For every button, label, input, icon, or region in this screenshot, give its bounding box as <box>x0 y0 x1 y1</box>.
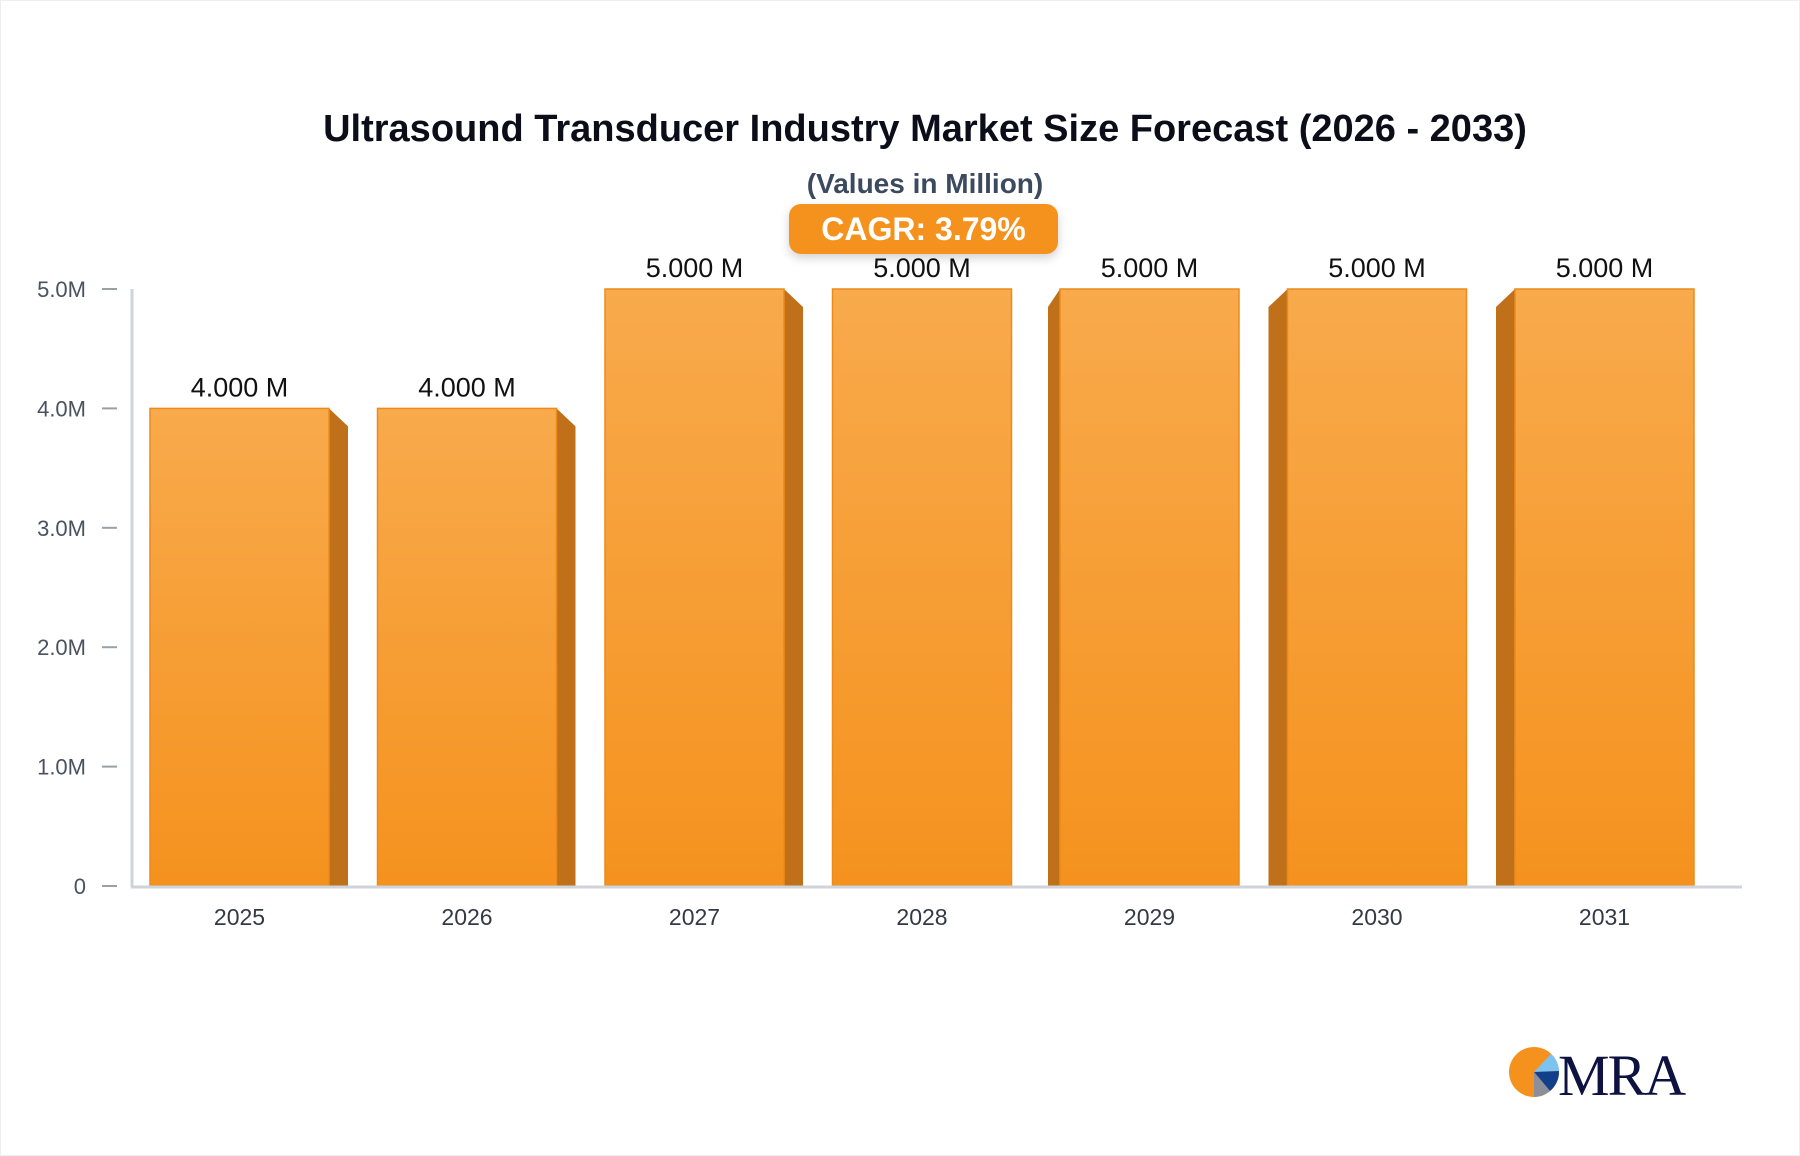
bar-value-label: 5.000 M <box>873 253 971 283</box>
bar-value-label: 4.000 M <box>418 372 516 402</box>
bar-side <box>1496 289 1515 886</box>
bar-side <box>329 408 348 886</box>
bar-2028: 5.000 M 2028 <box>831 253 1013 930</box>
y-tick-label: 1.0M <box>37 755 86 780</box>
bar <box>1059 288 1240 887</box>
bar <box>831 288 1013 887</box>
mra-logo: MRA <box>1509 1043 1688 1102</box>
bar-2025: 4.000 M 2025 <box>149 372 348 930</box>
x-tick-label: 2028 <box>896 904 947 930</box>
y-tick-label: 3.0M <box>37 516 86 541</box>
bar-value-label: 5.000 M <box>1328 253 1426 283</box>
x-tick-label: 2030 <box>1351 904 1402 930</box>
x-tick-label: 2026 <box>441 904 492 930</box>
bar <box>604 288 785 887</box>
y-tick-label: 4.0M <box>37 396 86 421</box>
bar-2031: 5.000 M 2031 <box>1496 253 1695 930</box>
svg-text:MRA: MRA <box>1558 1043 1686 1102</box>
bar <box>149 407 330 887</box>
bar-2026: 4.000 M 2026 <box>376 372 576 930</box>
bar-2030: 5.000 M 2030 <box>1268 253 1468 930</box>
bar-side <box>1268 289 1288 886</box>
y-tick-label: 2.0M <box>37 635 86 660</box>
bar <box>1286 288 1468 887</box>
bar-value-label: 5.000 M <box>1101 253 1199 283</box>
x-tick-label: 2027 <box>669 904 720 930</box>
bar-value-label: 4.000 M <box>191 372 289 402</box>
cagr-badge: CAGR: 3.79% <box>789 204 1058 254</box>
bar <box>376 407 558 887</box>
chart-subtitle: (Values in Million) <box>806 168 1044 199</box>
x-tick-label: 2031 <box>1579 904 1630 930</box>
bar-side <box>1048 289 1060 886</box>
bar-value-label: 5.000 M <box>646 253 744 283</box>
bar-2027: 5.000 M 2027 <box>604 253 803 930</box>
y-tick-label: 0 <box>74 874 86 899</box>
chart-title: Ultrasound Transducer Industry Market Si… <box>323 108 1527 150</box>
bar <box>1514 288 1695 887</box>
y-tick-label: 5.0M <box>37 277 86 302</box>
bar-2029: 5.000 M 2029 <box>1048 253 1240 930</box>
x-tick-label: 2029 <box>1124 904 1175 930</box>
bar-side <box>556 408 576 886</box>
x-tick-label: 2025 <box>214 904 265 930</box>
bar-value-label: 5.000 M <box>1556 253 1654 283</box>
bar-side <box>784 289 803 886</box>
